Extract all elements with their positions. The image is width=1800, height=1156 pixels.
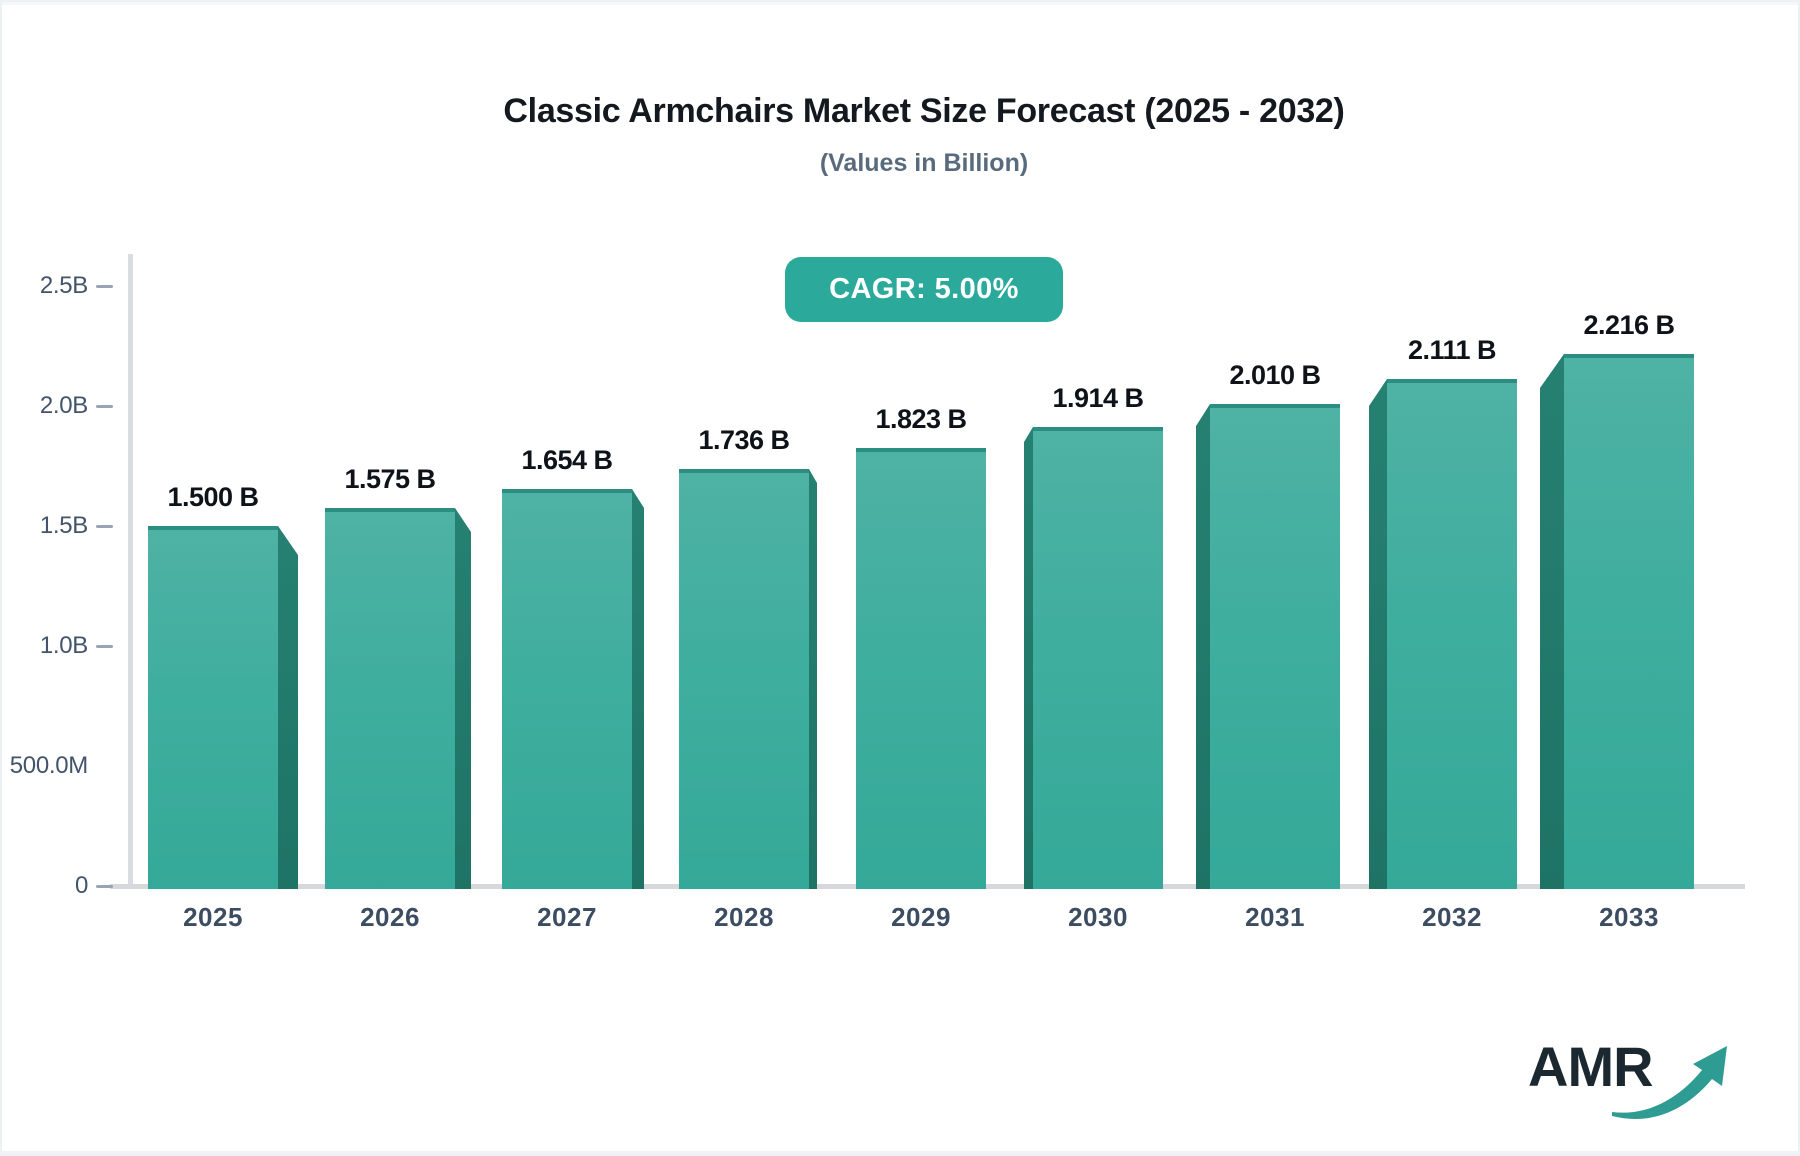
bar-value-label: 1.823 B [875,404,967,434]
bar-value-label: 1.914 B [1052,383,1144,413]
bar-top-edge [1564,354,1694,358]
cagr-badge: CAGR: 5.00% [785,257,1063,322]
chart-header: Classic Armchairs Market Size Forecast (… [48,92,1800,178]
bar-2028 [679,469,809,889]
x-tick-label: 2032 [1422,902,1482,932]
bar-side-panel [809,469,817,889]
y-tick-label: 2.0B [39,392,88,419]
x-tick-label: 2030 [1068,902,1128,932]
bar-side-panel [1369,379,1387,889]
bar-value-label: 2.111 B [1407,335,1497,365]
bar-2031 [1210,404,1340,889]
x-tick-label: 2029 [891,902,951,932]
x-tick-label: 2028 [714,902,774,932]
x-tick-label: 2025 [183,902,243,932]
bar-2032 [1387,379,1517,889]
bar-value-label: 1.500 B [167,482,259,512]
bar-top-edge [502,489,632,493]
y-tick-mark [96,885,113,888]
bar-side-panel [1540,354,1564,889]
y-tick-label: 2.5B [39,272,88,299]
bar-top-edge [679,469,809,473]
y-tick-label: 1.5B [39,512,88,539]
bar-2029 [856,448,986,889]
bar-side-panel [1196,404,1210,889]
bar-value-label: 1.654 B [521,445,613,475]
bar-value-label: 2.010 B [1229,360,1321,390]
y-tick-mark [96,285,113,288]
x-tick-label: 2031 [1245,902,1305,932]
page-bottom-edge [0,1151,1800,1156]
bar-2025 [148,526,278,889]
y-tick-mark [96,525,113,528]
bar-top-edge [325,508,455,512]
y-tick-label: 500.0M [9,752,89,779]
bar-value-label: 1.575 B [344,464,436,494]
y-tick-mark [96,645,113,648]
bar-side-panel [455,508,471,889]
chart-subtitle: (Values in Billion) [819,149,1029,177]
x-tick-label: 2027 [537,902,597,932]
bar-2030 [1033,427,1163,889]
y-tick-mark [96,405,113,408]
bar-side-panel [632,489,644,889]
bar-top-edge [148,526,278,530]
growth-arrow-icon [1612,1046,1727,1119]
page-top-edge [0,0,1800,5]
amr-logo: AMR [1528,1034,1738,1124]
bar-2033 [1564,354,1694,889]
bar-top-edge [1387,379,1517,383]
chart-title: Classic Armchairs Market Size Forecast (… [503,92,1345,130]
y-tick-label: 1.0B [39,632,88,659]
amr-logo-text: AMR [1528,1035,1654,1098]
bar-side-panel [278,526,298,889]
y-axis-line [128,254,133,889]
x-tick-label: 2033 [1599,902,1659,932]
cagr-badge-label: CAGR: 5.00% [829,273,1019,305]
bar-side-panel [1024,427,1033,889]
bar-2026 [325,508,455,889]
bar-2027 [502,489,632,889]
y-tick-label: 0 [74,872,88,899]
bar-top-edge [856,448,986,452]
bar-value-label: 1.736 B [698,425,790,455]
bar-value-label: 2.216 B [1583,310,1675,340]
bar-top-edge [1033,427,1163,431]
x-tick-label: 2026 [360,902,420,932]
bar-top-edge [1210,404,1340,408]
